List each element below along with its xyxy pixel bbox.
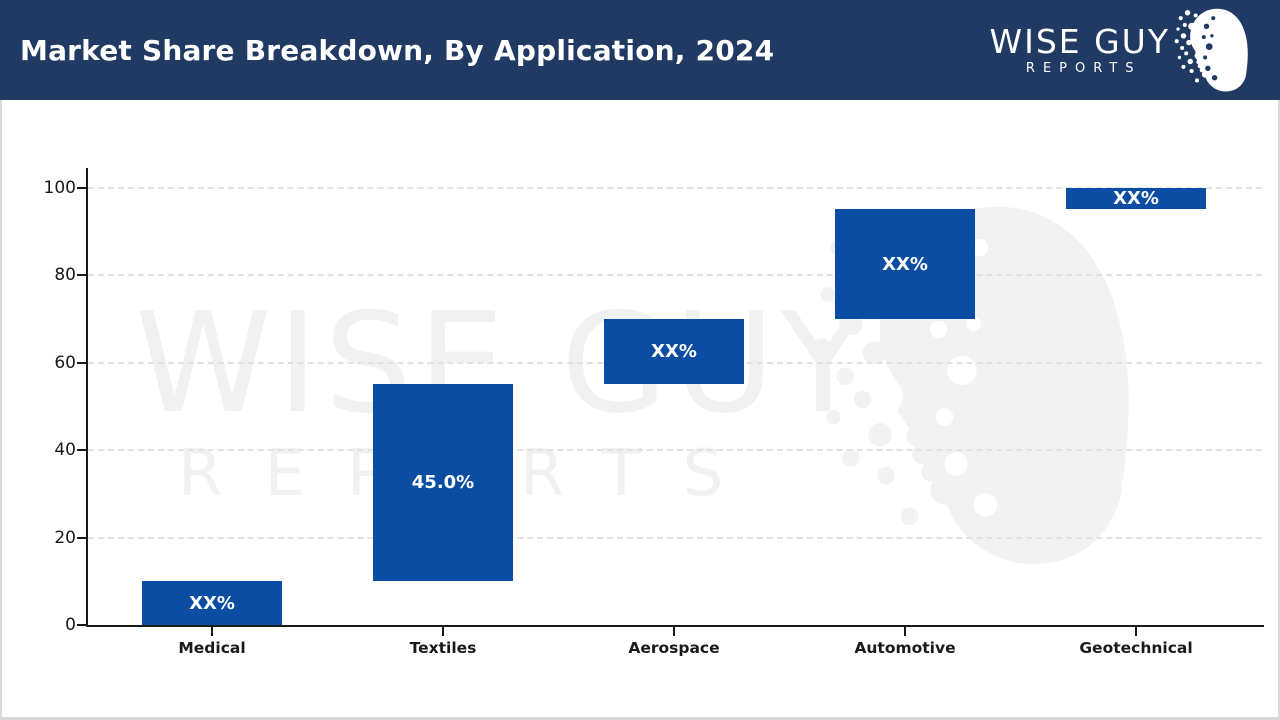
y-tick-mark (77, 536, 86, 539)
x-axis-line (86, 625, 1264, 627)
x-tick-mark (673, 627, 675, 636)
bar-textiles: 45.0% (373, 384, 513, 582)
bar-value-label: XX% (651, 341, 697, 363)
x-category-label: Medical (178, 639, 246, 657)
page-title: Market Share Breakdown, By Application, … (20, 33, 775, 67)
bar-value-label: XX% (882, 253, 928, 275)
bar-automotive: XX% (835, 209, 975, 319)
y-axis-line (86, 168, 88, 627)
y-tick-mark (77, 186, 86, 189)
x-category-label: Automotive (854, 639, 956, 657)
x-tick-mark (904, 627, 906, 636)
bar-value-label: XX% (1113, 187, 1159, 209)
y-tick-label: 80 (54, 265, 76, 285)
y-tick-label: 60 (54, 352, 76, 373)
y-tick-label: 40 (54, 440, 76, 460)
brand-logo: WISE GUY REPORTS (989, 6, 1262, 94)
header: Market Share Breakdown, By Application, … (0, 0, 1280, 100)
x-tick-mark (442, 627, 444, 636)
y-tick-mark (77, 361, 86, 364)
bar-geotechnical: XX% (1066, 187, 1206, 210)
x-category-label: Aerospace (628, 639, 720, 657)
y-tick-mark (77, 449, 86, 451)
y-tick-label: 20 (54, 527, 76, 548)
gridline-100 (88, 186, 1262, 189)
brand-logo-text: WISE GUY REPORTS (989, 25, 1170, 76)
x-tick-mark (211, 627, 213, 636)
wiseguy-face-icon (1174, 8, 1248, 92)
bar-value-label: 45.0% (411, 472, 475, 494)
x-tick-mark (1135, 627, 1137, 636)
brand-name: WISE GUY (989, 21, 1170, 61)
gridline-20 (88, 536, 1262, 539)
y-tick-mark (77, 624, 86, 626)
bar-medical: XX% (142, 581, 282, 625)
y-tick-label: 100 (43, 177, 76, 198)
y-tick-label: 0 (65, 615, 76, 635)
x-category-label: Textiles (409, 639, 477, 657)
gridline-40 (88, 449, 1262, 451)
gridline-80 (88, 274, 1262, 276)
bar-aerospace: XX% (604, 318, 744, 385)
brand-subtitle: REPORTS (1025, 60, 1142, 76)
x-category-label: Geotechnical (1079, 639, 1193, 657)
y-tick-mark (77, 274, 86, 276)
bar-value-label: XX% (189, 592, 235, 614)
